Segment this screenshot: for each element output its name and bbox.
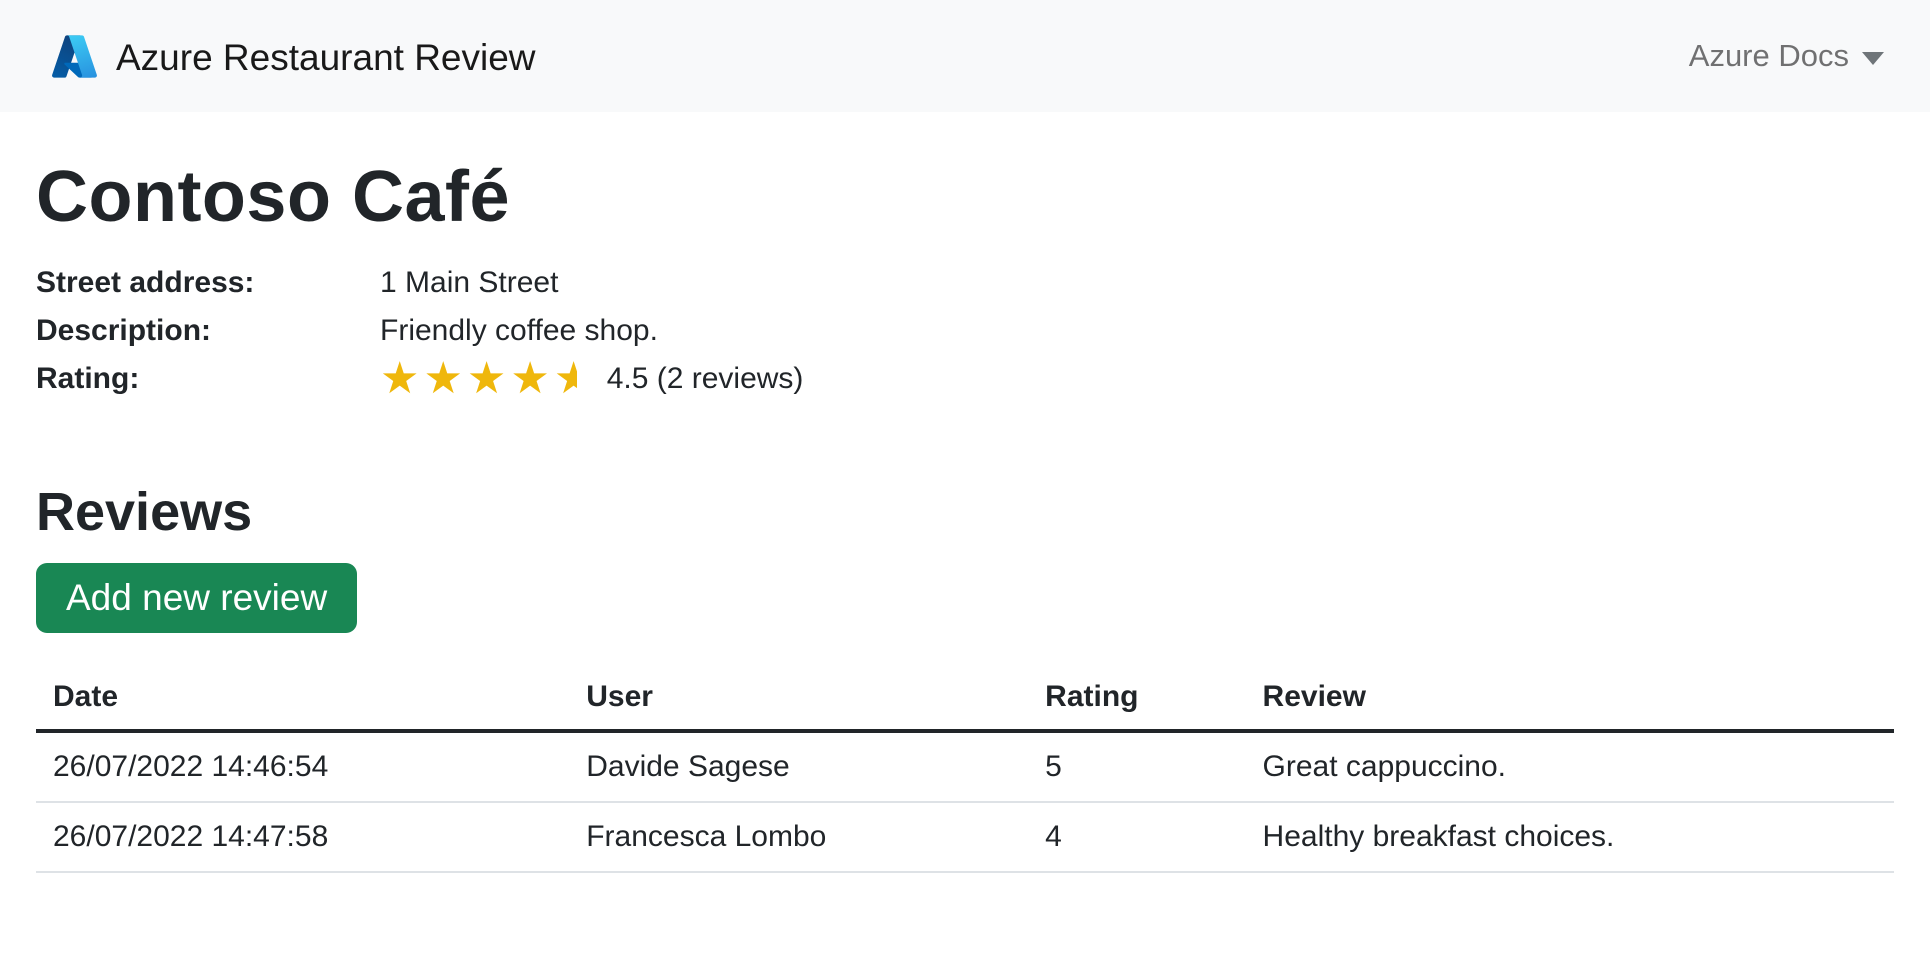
review-text-cell: Healthy breakfast choices. [1245,801,1894,873]
star-icon: ★ [466,353,507,403]
reviews-table-header: Date User Rating Review [36,664,1894,733]
navbar-brand[interactable]: Azure Restaurant Review [50,30,536,83]
detail-value: 1 Main Street [380,265,559,299]
reviews-table: Date User Rating Review 26/07/2022 14:46… [36,664,1894,873]
add-review-button[interactable]: Add new review [36,562,358,633]
table-row: 26/07/2022 14:46:54 Davide Sagese 5 Great c… [36,730,1894,803]
detail-label: Description: [36,313,212,347]
column-header-rating: Rating [1028,664,1246,733]
table-row: 26/07/2022 14:47:58 Francesca Lombo 4 Healt… [36,801,1894,873]
review-date-cell: 26/07/2022 14:47:58 [36,801,570,873]
detail-row: Description: Friendly coffee shop. [36,307,1894,355]
detail-row: Rating: ★ ★ ★ ★ ★ 4.5 (2 reviews) [36,355,1894,403]
column-header-date: Date [36,664,570,733]
reviews-heading: Reviews [36,481,253,542]
navbar: Azure Restaurant Review Azure Docs [0,0,1930,112]
reviews-table-body: 26/07/2022 14:46:54 Davide Sagese 5 Great c… [36,730,1894,873]
azure-docs-dropdown[interactable]: Azure Docs [1689,38,1884,74]
review-rating-cell: 4 [1028,801,1246,873]
column-header-review: Review [1245,664,1894,733]
review-date-cell: 26/07/2022 14:46:54 [36,730,570,803]
restaurant-details: Street address: 1 Main Street Description:… [36,259,1894,403]
detail-value: Friendly coffee shop. [380,313,658,347]
half-star-icon: ★ [553,356,577,401]
azure-docs-label: Azure Docs [1688,38,1849,73]
review-text-cell: Great cappuccino. [1245,730,1894,803]
chevron-down-icon [1862,52,1884,65]
detail-value: ★ ★ ★ ★ ★ 4.5 (2 reviews) [380,353,1894,403]
detail-label: Street address: [36,265,255,299]
detail-label: Rating: [36,361,140,395]
column-header-user: User [569,664,1029,733]
review-user-cell: Francesca Lombo [569,801,1029,873]
star-icon: ★ [380,353,420,403]
navbar-brand-label: Azure Restaurant Review [116,36,536,78]
restaurant-name-heading: Contoso Café [36,157,510,237]
star-icon: ★ [423,353,463,403]
azure-logo-icon [50,30,99,83]
review-rating-cell: 5 [1028,730,1246,803]
star-rating: ★ ★ ★ ★ ★ [380,353,581,403]
rating-summary-text: 4.5 (2 reviews) [606,361,804,395]
star-icon: ★ [510,353,550,403]
review-user-cell: Davide Sagese [569,730,1029,803]
detail-row: Street address: 1 Main Street [36,259,1894,307]
main-content: Contoso Café Street address: 1 Main Stree… [0,112,1930,873]
